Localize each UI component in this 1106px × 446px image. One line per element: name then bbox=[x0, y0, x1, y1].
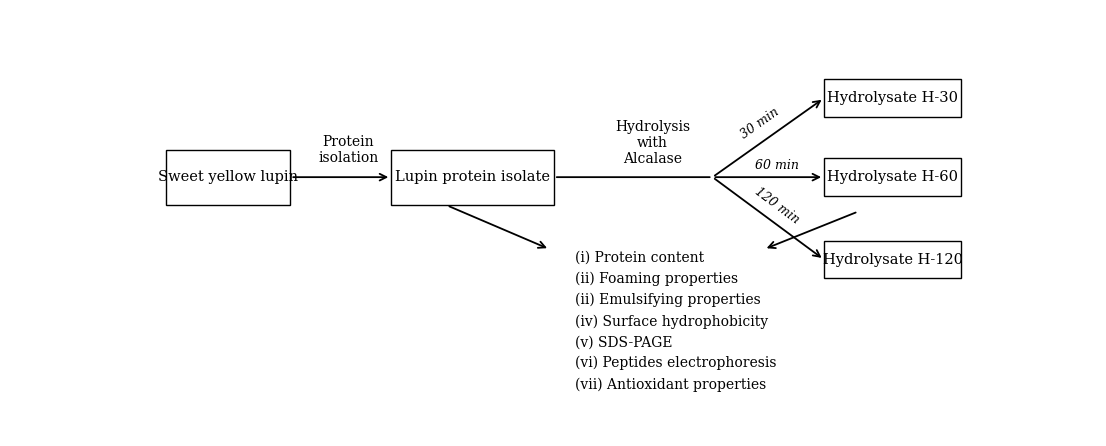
Text: Protein
isolation: Protein isolation bbox=[319, 135, 378, 165]
FancyBboxPatch shape bbox=[166, 150, 291, 205]
Text: (i) Protein content
(ii) Foaming properties
(ii) Emulsifying properties
(iv) Sur: (i) Protein content (ii) Foaming propert… bbox=[575, 251, 776, 392]
FancyBboxPatch shape bbox=[824, 79, 961, 117]
Text: Hydrolysis
with
Alcalase: Hydrolysis with Alcalase bbox=[615, 120, 690, 166]
Text: 60 min: 60 min bbox=[755, 159, 799, 172]
Text: Hydrolysate H-120: Hydrolysate H-120 bbox=[823, 252, 962, 267]
Text: 120 min: 120 min bbox=[752, 185, 801, 226]
FancyBboxPatch shape bbox=[392, 150, 554, 205]
Text: Hydrolysate H-30: Hydrolysate H-30 bbox=[827, 91, 958, 105]
Text: Lupin protein isolate: Lupin protein isolate bbox=[395, 170, 550, 184]
Text: Sweet yellow lupin: Sweet yellow lupin bbox=[158, 170, 299, 184]
FancyBboxPatch shape bbox=[824, 241, 961, 278]
Text: Hydrolysate H-60: Hydrolysate H-60 bbox=[827, 170, 958, 184]
Text: 30 min: 30 min bbox=[739, 106, 782, 142]
FancyBboxPatch shape bbox=[824, 158, 961, 196]
